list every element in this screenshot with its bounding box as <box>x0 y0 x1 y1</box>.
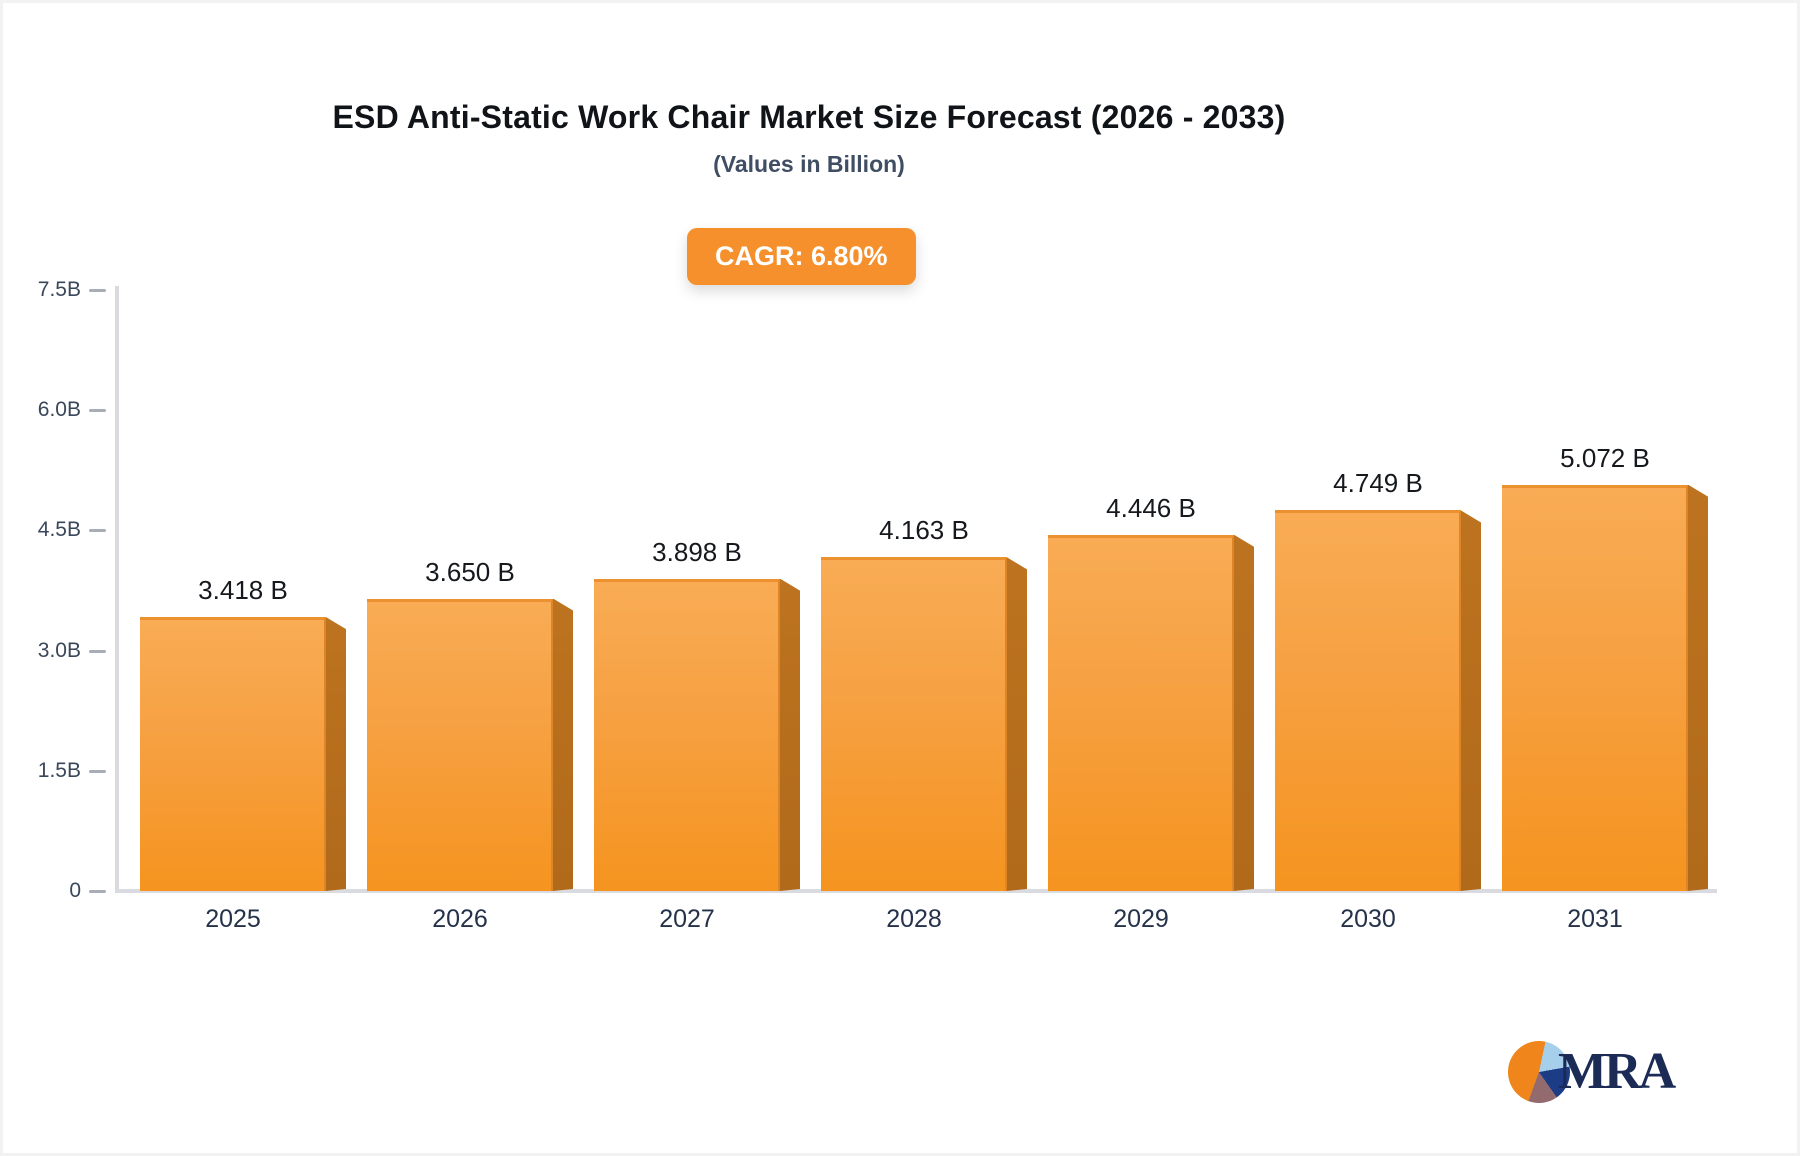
x-label-2031: 2031 <box>1567 905 1623 933</box>
y-tick-label: 7.5B <box>37 278 81 301</box>
plot-area: 7.5B 6.0B 4.5B 3.0B 1.5B 0 3.418 B 3.650 B 3.89… <box>3 3 1797 1153</box>
x-label-2027: 2027 <box>659 905 715 933</box>
bar-side-3d <box>1688 485 1708 891</box>
bar-side-3d <box>1461 510 1481 891</box>
x-axis-line <box>115 889 1717 893</box>
bar-side-3d <box>553 599 573 891</box>
bar-2031: 5.072 B <box>1502 443 1708 891</box>
bar-face <box>821 557 1007 891</box>
chart-title: ESD Anti-Static Work Chair Market Size F… <box>332 99 1286 135</box>
bar-side-3d <box>1234 535 1254 891</box>
y-tick-mark <box>89 649 106 653</box>
bar-face <box>367 598 553 891</box>
x-label-2030: 2030 <box>1340 905 1396 933</box>
bar-value-label: 4.163 B <box>879 515 969 546</box>
x-label-2026: 2026 <box>432 905 488 933</box>
bar-2030: 4.749 B <box>1275 468 1481 891</box>
bar-2028: 4.163 B <box>821 515 1027 891</box>
x-label-2025: 2025 <box>205 905 261 933</box>
y-tick-mark <box>89 289 106 292</box>
x-label-2028: 2028 <box>886 905 942 933</box>
bar-face <box>1502 484 1688 891</box>
x-label-2029: 2029 <box>1113 905 1169 933</box>
bar-value-label: 3.898 B <box>652 536 742 567</box>
bar-value-label: 3.650 B <box>425 556 515 587</box>
cagr-badge: CAGR: 6.80% <box>687 228 916 285</box>
bar-face <box>140 617 326 891</box>
bar-value-label: 4.446 B <box>1106 492 1196 523</box>
bar-value-label: 5.072 B <box>1560 442 1650 473</box>
mra-logo-text: MRA <box>1558 1043 1676 1100</box>
bar-2026: 3.650 B <box>367 557 573 891</box>
mra-logo-pie-icon <box>1508 1041 1570 1103</box>
y-tick-label: 3.0B <box>37 638 81 662</box>
bar-side-3d <box>780 579 800 891</box>
mra-logo: MRA <box>1508 1041 1676 1103</box>
bar-face <box>594 578 780 891</box>
y-tick-label: 1.5B <box>37 758 81 782</box>
y-tick-mark <box>89 769 106 773</box>
y-tick-mark <box>89 529 106 533</box>
bar-side-3d <box>326 617 346 891</box>
bar-2027: 3.898 B <box>594 537 800 891</box>
chart-subtitle: (Values in Billion) <box>713 151 905 177</box>
bar-2029: 4.446 B <box>1048 493 1254 891</box>
y-axis-line <box>115 286 119 893</box>
y-tick-label: 0 <box>69 879 81 902</box>
y-tick-label: 4.5B <box>37 518 81 542</box>
bar-face <box>1275 510 1461 891</box>
y-tick-mark <box>89 409 106 413</box>
bar-value-label: 3.418 B <box>198 575 288 606</box>
bar-2025: 3.418 B <box>140 575 346 891</box>
bar-value-label: 4.749 B <box>1333 468 1423 499</box>
y-tick-label: 6.0B <box>37 398 81 422</box>
bar-face <box>1048 534 1234 891</box>
y-tick-mark <box>89 890 106 893</box>
bar-side-3d <box>1007 557 1027 891</box>
